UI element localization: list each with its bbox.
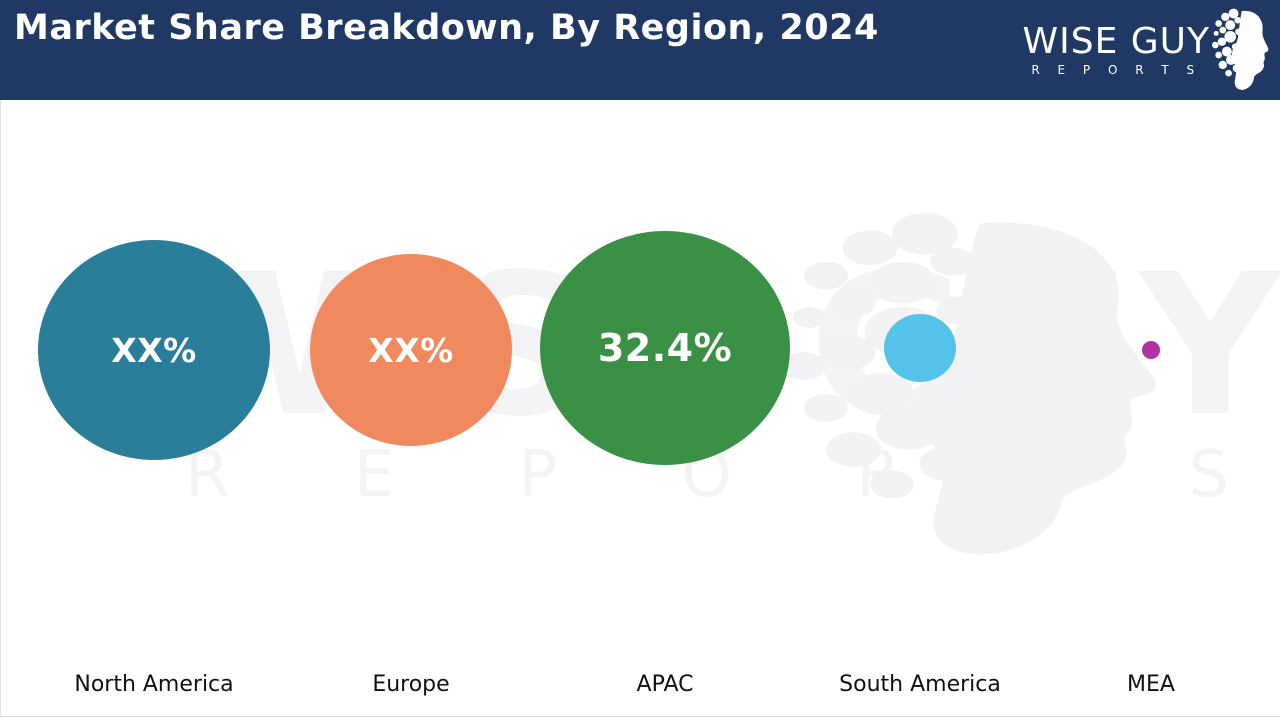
bubble-south-america bbox=[884, 314, 956, 382]
logo-reports-label: R E P O R T S bbox=[1031, 62, 1202, 77]
logo-text: WISE GUY R E P O R T S bbox=[1023, 23, 1211, 77]
bubble-north-america: XX% bbox=[38, 240, 270, 460]
bubble-mea bbox=[1142, 341, 1160, 359]
bubble-europe: XX% bbox=[310, 254, 512, 446]
category-label-europe: Europe bbox=[372, 672, 450, 697]
bubble-value-north-america: XX% bbox=[111, 330, 197, 370]
category-label-north-america: North America bbox=[74, 672, 234, 697]
logo-head-icon bbox=[1212, 8, 1269, 90]
category-label-apac: APAC bbox=[636, 672, 694, 697]
bubble-apac: 32.4% bbox=[540, 231, 790, 465]
header-bar: Market Share Breakdown, By Region, 2024 … bbox=[0, 0, 1280, 100]
category-label-south-america: South America bbox=[839, 672, 1001, 697]
wise-guy-logo: WISE GUY R E P O R T S bbox=[1023, 6, 1271, 94]
bubble-value-apac: 32.4% bbox=[597, 326, 733, 370]
category-label-mea: MEA bbox=[1127, 672, 1175, 697]
chart-frame bbox=[0, 100, 1280, 717]
page-title: Market Share Breakdown, By Region, 2024 bbox=[14, 8, 879, 48]
logo-wise-guy-label: WISE GUY bbox=[1022, 21, 1210, 63]
bubble-value-europe: XX% bbox=[368, 330, 454, 370]
